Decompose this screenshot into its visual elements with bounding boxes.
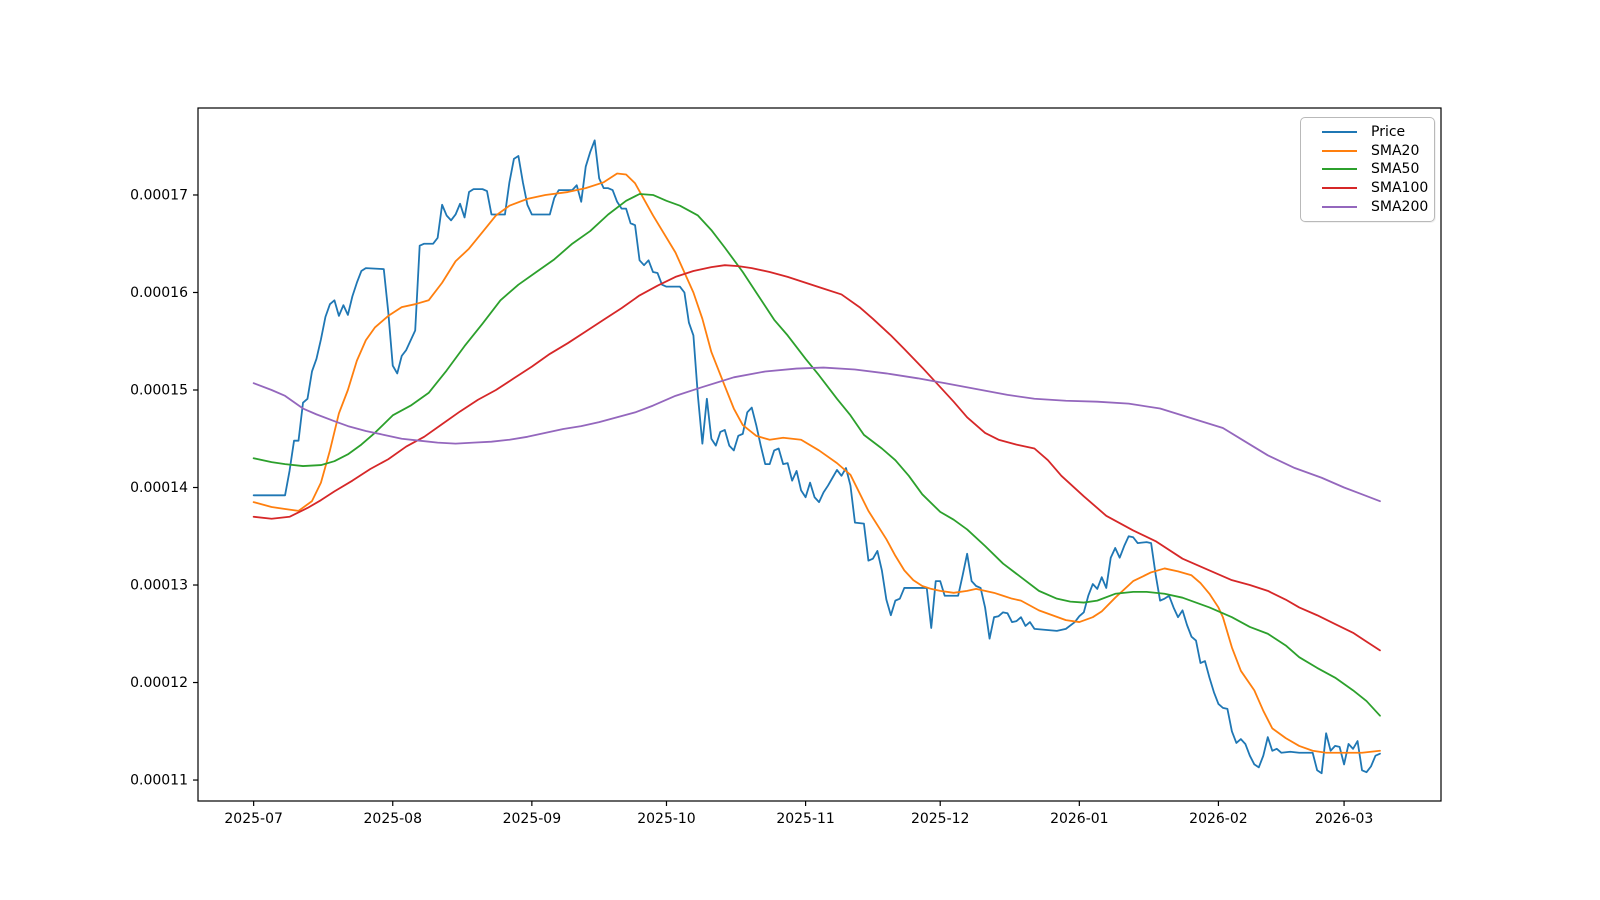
- legend-line-sample: [1322, 187, 1357, 190]
- legend-label: SMA100: [1371, 180, 1429, 197]
- series-line-price: [252, 139, 1381, 775]
- legend-label: SMA20: [1371, 142, 1420, 159]
- legend-item-price: Price: [1322, 123, 1430, 141]
- y-tick-label: 0.00016: [130, 285, 188, 301]
- legend-label: SMA200: [1371, 198, 1429, 215]
- y-tick-label: 0.00014: [130, 480, 188, 496]
- x-tick-label: 2026-02: [1189, 811, 1248, 827]
- x-tick-label: 2025-09: [503, 811, 562, 827]
- legend-line-sample: [1322, 168, 1357, 171]
- legend-line-sample: [1322, 205, 1357, 208]
- y-tick-label: 0.00017: [130, 187, 188, 203]
- series-line-sma200: [252, 366, 1381, 503]
- legend-label: SMA50: [1371, 161, 1420, 178]
- series-line-sma20: [252, 172, 1381, 754]
- y-tick-label: 0.00013: [130, 578, 188, 594]
- x-tick-label: 2026-03: [1315, 811, 1374, 827]
- x-tick-label: 2026-01: [1050, 811, 1109, 827]
- legend-item-sma100: SMA100: [1322, 179, 1430, 197]
- legend-label: Price: [1371, 124, 1406, 141]
- legend-item-sma20: SMA20: [1322, 142, 1430, 160]
- series-line-sma100: [252, 264, 1381, 652]
- x-tick-label: 2025-08: [364, 811, 423, 827]
- x-tick-label: 2025-11: [776, 811, 835, 827]
- legend-line-sample: [1322, 131, 1357, 134]
- legend-line-sample: [1322, 149, 1357, 152]
- y-tick-label: 0.00015: [130, 382, 188, 398]
- legend: Price SMA20 SMA50 SMA100 SMA200: [1300, 117, 1435, 222]
- plot-frame: [197, 107, 1442, 802]
- legend-item-sma200: SMA200: [1322, 198, 1430, 216]
- y-tick-label: 0.00011: [130, 773, 188, 789]
- legend-item-sma50: SMA50: [1322, 160, 1430, 178]
- y-tick-label: 0.00012: [130, 675, 188, 691]
- x-tick-label: 2025-07: [224, 811, 283, 827]
- series-line-sma50: [252, 193, 1381, 717]
- x-tick-label: 2025-12: [911, 811, 970, 827]
- x-tick-label: 2025-10: [637, 811, 696, 827]
